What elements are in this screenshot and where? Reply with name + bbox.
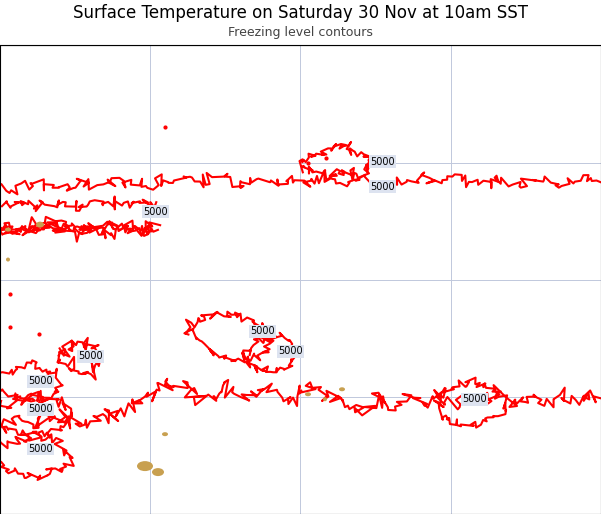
Text: 5000: 5000 [28,376,53,387]
Text: 5000: 5000 [28,444,53,454]
Ellipse shape [323,397,327,401]
Ellipse shape [137,461,153,471]
Text: 5000: 5000 [250,326,275,336]
Ellipse shape [36,222,44,228]
Ellipse shape [6,258,10,262]
Ellipse shape [5,228,11,232]
Text: 5000: 5000 [278,346,303,356]
Ellipse shape [305,392,311,396]
Text: 5000: 5000 [78,352,103,361]
Text: 5000: 5000 [462,394,487,404]
Ellipse shape [162,432,168,436]
Text: Surface Temperature on Saturday 30 Nov at 10am SST: Surface Temperature on Saturday 30 Nov a… [73,4,528,22]
Text: 5000: 5000 [143,207,168,216]
Text: 5000: 5000 [370,181,395,192]
Ellipse shape [339,387,345,391]
Text: Freezing level contours: Freezing level contours [228,26,373,39]
Ellipse shape [152,468,164,476]
Text: 5000: 5000 [370,157,395,167]
Text: 5000: 5000 [28,404,53,414]
